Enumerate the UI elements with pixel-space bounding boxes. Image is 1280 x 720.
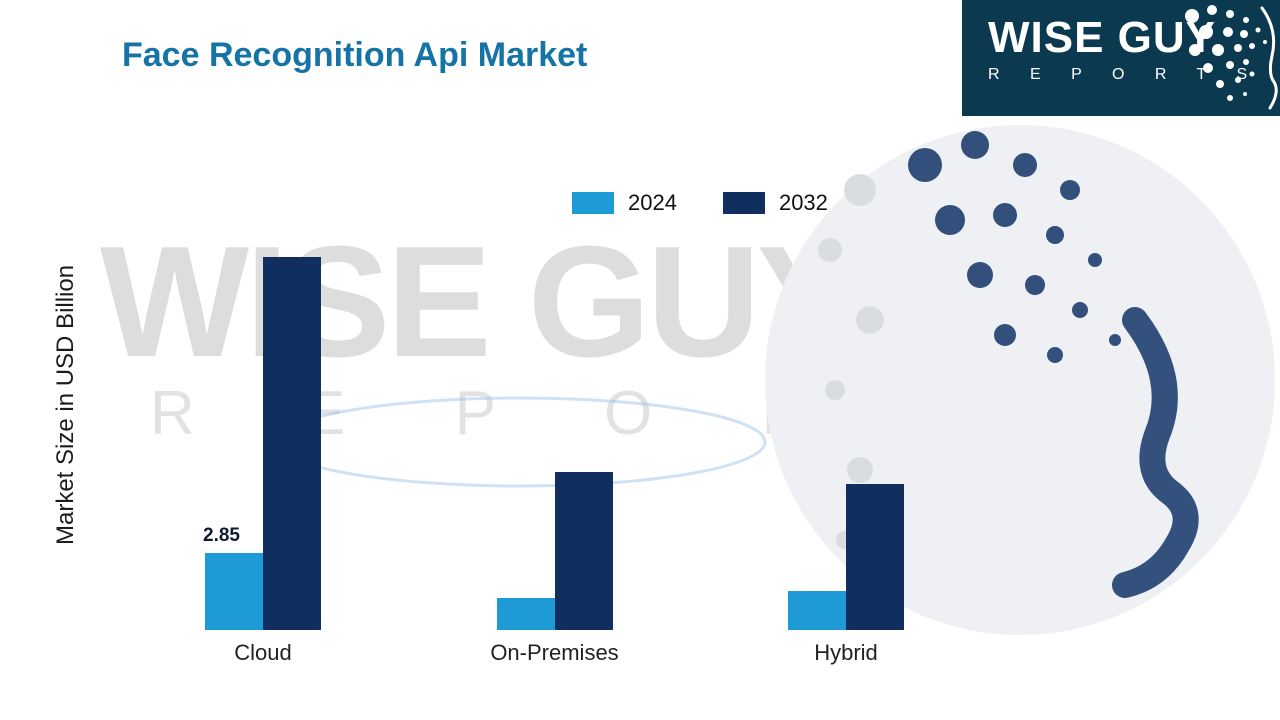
legend-item-2024: 2024: [572, 190, 677, 216]
category-label-hybrid: Hybrid: [814, 640, 878, 665]
brand-face-icon: [1185, 5, 1278, 110]
bar-2024-cloud: 2.85: [203, 525, 263, 630]
bar-2024-hybrid: [788, 590, 846, 630]
bar-group-cloud: 2.85 Cloud: [203, 252, 321, 665]
brand-subtitle: R E P O R T S: [988, 66, 1261, 83]
bar-chart: 2.85 Cloud On-Premises Hybrid: [203, 252, 904, 665]
legend-label-2032: 2032: [778, 190, 828, 215]
bar-2024-on-premises: [496, 597, 555, 630]
chart-legend: 2024 2032: [572, 190, 828, 216]
category-label-cloud: Cloud: [234, 640, 292, 665]
legend-item-2032: 2032: [722, 190, 828, 216]
page-title: Face Recognition Api Market: [122, 36, 588, 74]
brand-logo-text: WISE GUY R E P O R T S: [988, 16, 1260, 84]
legend-swatch-2024: [572, 192, 614, 214]
bar-2032-hybrid: [846, 484, 904, 630]
bar-value-label: 2.85: [203, 525, 240, 547]
bar-group-hybrid: Hybrid: [788, 252, 904, 665]
legend-swatch-2032: [722, 192, 765, 214]
bar-2032-on-premises: [554, 472, 613, 630]
category-label-on-premises: On-Premises: [490, 640, 619, 665]
brand-logo: WISE GUY R E P O R T S: [962, 0, 1280, 116]
bar-group-on-premises: On-Premises: [490, 252, 619, 665]
bar-2032-cloud: [263, 257, 321, 630]
brand-name: WISE GUY: [988, 13, 1217, 62]
legend-label-2024: 2024: [628, 190, 677, 215]
watermark-brand-text: WISE GUY: [100, 214, 862, 390]
y-axis-label: Market Size in USD Billion: [52, 264, 79, 546]
